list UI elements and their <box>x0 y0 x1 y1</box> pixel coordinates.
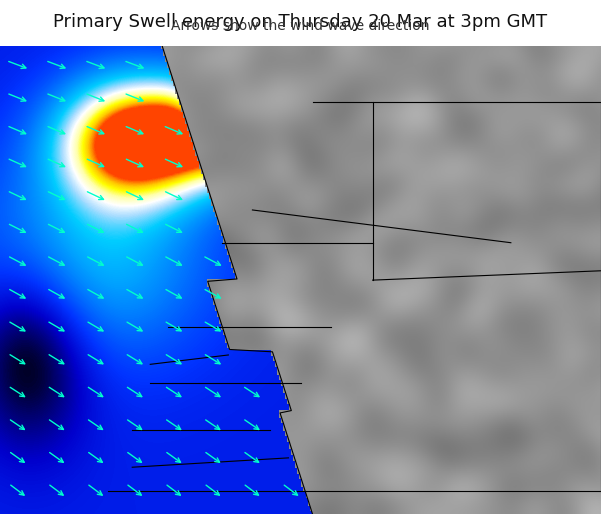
Text: Primary Swell energy on Thursday 20 Mar at 3pm GMT: Primary Swell energy on Thursday 20 Mar … <box>53 13 548 31</box>
Text: Arrows show the wind wave direction: Arrows show the wind wave direction <box>171 20 430 33</box>
